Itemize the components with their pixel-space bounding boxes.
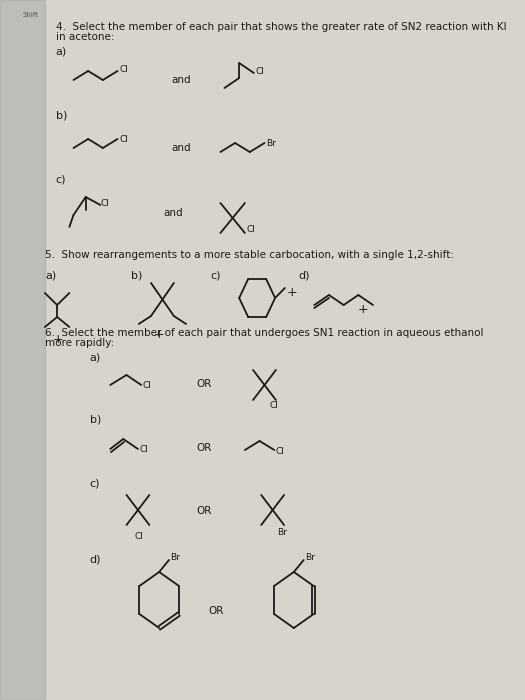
Text: c): c) (56, 175, 66, 185)
Text: +: + (52, 333, 64, 346)
Text: Br: Br (306, 554, 315, 563)
Text: Cl: Cl (256, 67, 265, 76)
Text: OR: OR (208, 606, 224, 616)
Text: b): b) (56, 110, 67, 120)
Text: d): d) (298, 270, 309, 280)
Text: Br: Br (266, 139, 276, 148)
Text: OR: OR (196, 506, 211, 516)
Text: a): a) (56, 46, 67, 56)
Text: 5.  Show rearrangements to a more stable carbocation, with a single 1,2-shift:: 5. Show rearrangements to a more stable … (45, 250, 454, 260)
Text: more rapidly:: more rapidly: (45, 338, 114, 348)
Text: Cl: Cl (143, 382, 152, 391)
Text: in acetone:: in acetone: (56, 32, 114, 42)
Text: a): a) (90, 352, 101, 362)
Text: b): b) (131, 270, 142, 280)
Text: and: and (163, 208, 183, 218)
Text: OR: OR (196, 379, 211, 389)
Text: 6.  Select the member of each pair that undergoes SN1 reaction in aqueous ethano: 6. Select the member of each pair that u… (45, 328, 484, 338)
Text: Br: Br (278, 528, 287, 537)
Text: b): b) (90, 415, 101, 425)
Text: OR: OR (196, 443, 211, 453)
Text: and: and (172, 75, 191, 85)
Text: c): c) (90, 478, 100, 488)
Text: c): c) (211, 270, 221, 280)
Text: Cl: Cl (119, 134, 128, 144)
Text: Cl: Cl (119, 66, 128, 74)
Text: +: + (154, 328, 164, 341)
Text: +: + (358, 303, 369, 316)
Text: +: + (287, 286, 297, 299)
Text: Cl: Cl (140, 445, 149, 454)
Text: Br: Br (171, 554, 181, 563)
Text: Cl: Cl (269, 400, 278, 410)
Text: Shift: Shift (23, 12, 39, 18)
Text: a): a) (45, 270, 56, 280)
Text: Cl: Cl (100, 199, 109, 207)
Text: Cl: Cl (247, 225, 255, 234)
Text: 4.  Select the member of each pair that shows the greater rate of SN2 reaction w: 4. Select the member of each pair that s… (56, 22, 506, 32)
Text: d): d) (90, 555, 101, 565)
Text: Cl: Cl (276, 447, 285, 456)
Text: Cl: Cl (134, 532, 143, 541)
Text: and: and (172, 143, 191, 153)
